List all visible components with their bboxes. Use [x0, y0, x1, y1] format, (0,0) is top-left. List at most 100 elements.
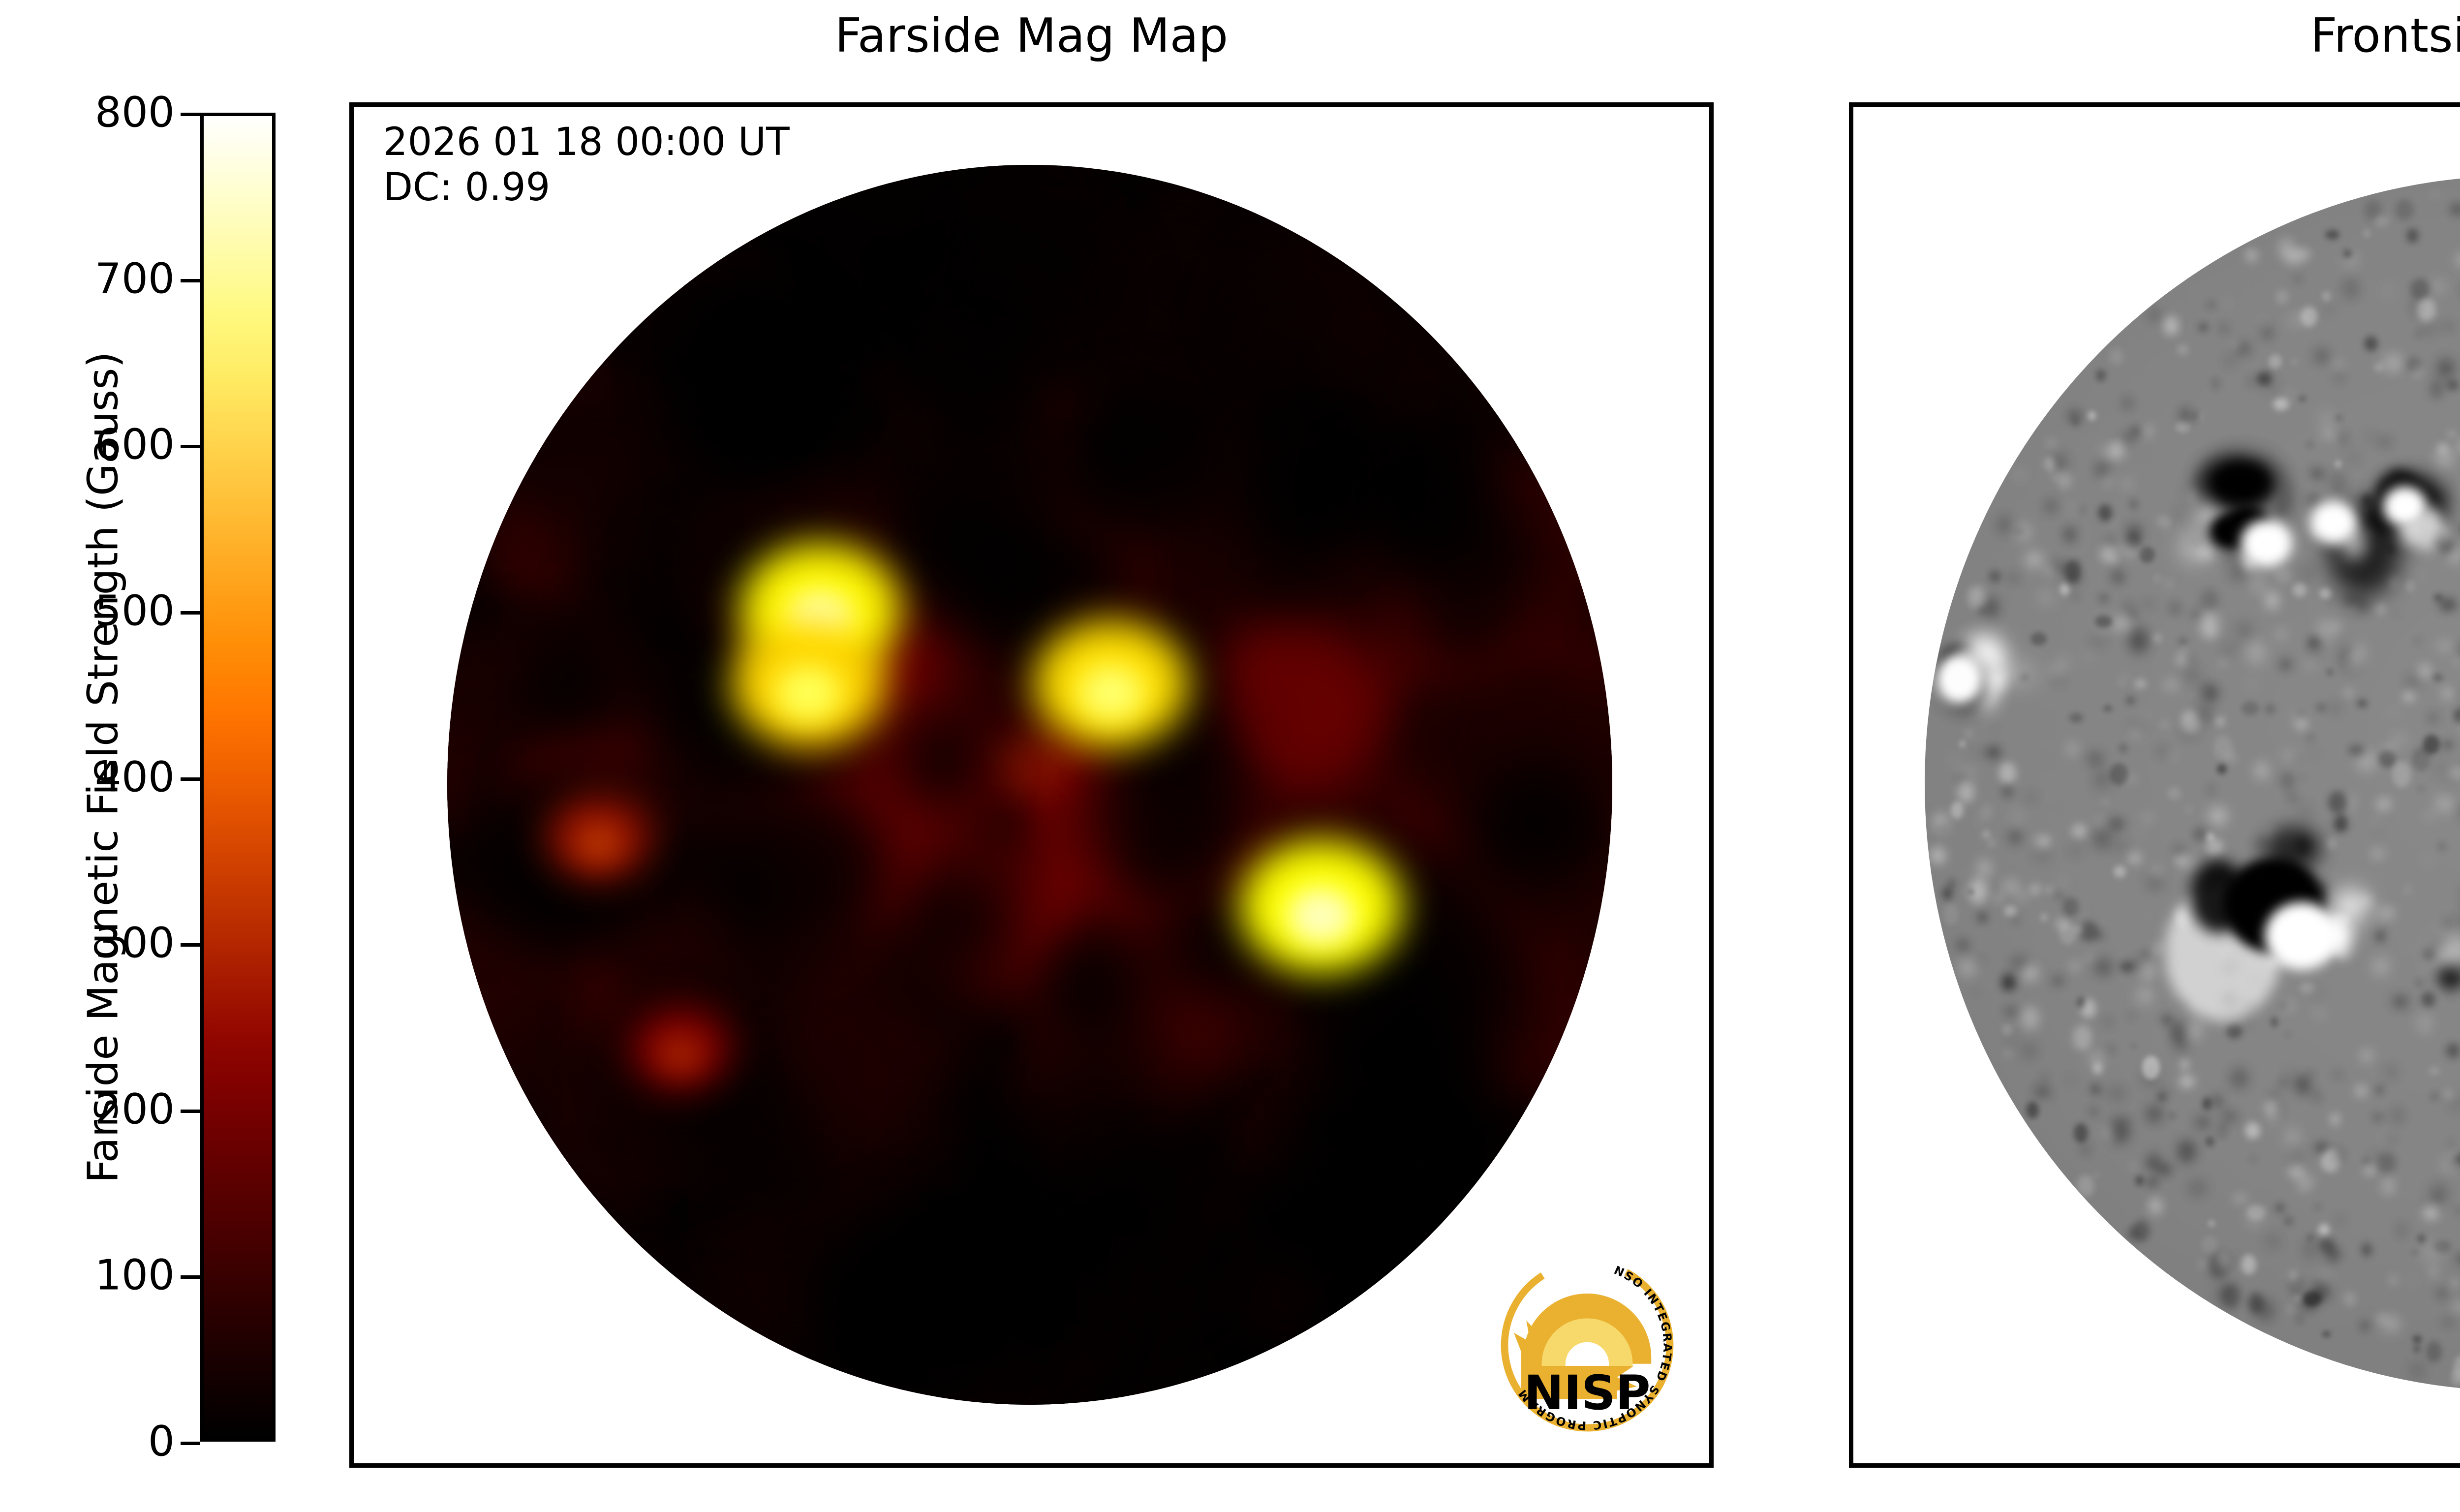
- frontside-network-element: [2428, 711, 2438, 724]
- frontside-network-element: [2357, 699, 2368, 707]
- frontside-network-element: [2183, 667, 2202, 684]
- frontside-network-element: [2015, 521, 2031, 534]
- frontside-network-element: [1957, 780, 1974, 803]
- frontside-network-element: [2079, 921, 2098, 942]
- frontside-network-element: [2342, 794, 2357, 811]
- frontside-network-element: [2301, 306, 2317, 327]
- frontside-network-element: [2325, 1245, 2341, 1263]
- frontside-network-element: [2127, 1012, 2136, 1020]
- frontside-network-element: [2217, 764, 2227, 774]
- frontside-network-element: [2336, 460, 2341, 467]
- frontside-network-element: [1975, 749, 1980, 755]
- frontside-network-element: [2333, 823, 2341, 830]
- frontside-network-element: [2093, 930, 2105, 941]
- colorbar-tick-label: 100: [94, 1251, 175, 1300]
- frontside-network-element: [2437, 443, 2449, 454]
- solar-disk-farside: [447, 165, 1612, 1405]
- frontside-network-element: [2263, 377, 2278, 392]
- frontside-network-element: [2167, 787, 2182, 800]
- frontside-network-element: [2080, 1142, 2091, 1156]
- frontside-network-element: [2436, 1287, 2448, 1300]
- frontside-network-element: [2245, 1122, 2260, 1139]
- frontside-network-element: [2145, 913, 2150, 917]
- frontside-network-element: [2231, 1256, 2237, 1262]
- frontside-network-element: [2300, 1295, 2318, 1311]
- frontside-network-element: [2318, 620, 2333, 639]
- frontside-network-element: [2292, 711, 2304, 721]
- frontside-network-element: [1982, 831, 1990, 838]
- frontside-network-element: [2284, 1000, 2295, 1013]
- frontside-network-element: [2132, 1220, 2151, 1242]
- frontside-network-element: [2046, 885, 2053, 894]
- frontside-network-element: [2456, 437, 2460, 455]
- frontside-network-element: [2450, 1279, 2460, 1287]
- frontside-network-element: [1986, 745, 2001, 760]
- frontside-network-element: [2216, 1285, 2234, 1304]
- frontside-network-element: [2132, 959, 2141, 970]
- frontside-network-element: [2344, 689, 2354, 696]
- frontside-network-element: [2412, 747, 2430, 772]
- frontside-network-element: [2193, 411, 2201, 421]
- frontside-network-element: [2455, 1365, 2460, 1371]
- frontside-network-element: [2267, 1235, 2279, 1247]
- frontside-network-element: [2320, 588, 2332, 599]
- frontside-network-element: [2026, 792, 2036, 802]
- frontside-network-element: [2169, 1021, 2187, 1043]
- frontside-network-element: [2443, 323, 2453, 330]
- frontside-network-element: [2445, 1043, 2460, 1059]
- frontside-network-element: [2415, 637, 2421, 645]
- frontside-network-element: [2201, 1261, 2207, 1268]
- frontside-network-element: [2431, 761, 2443, 772]
- frontside-network-element: [2230, 1068, 2248, 1089]
- frontside-network-element: [2321, 1149, 2340, 1172]
- frontside-network-element: [2419, 1199, 2424, 1205]
- frontside-network-element: [2317, 704, 2325, 711]
- frontside-network-element: [2122, 479, 2133, 488]
- frontside-network-element: [2319, 1237, 2335, 1253]
- frontside-network-element: [2143, 600, 2153, 608]
- frontside-network-element: [2433, 1240, 2451, 1253]
- frontside-network-element: [2294, 1075, 2311, 1096]
- frontside-network-element: [2054, 677, 2065, 685]
- frontside-network-element: [2408, 1279, 2417, 1285]
- frontside-network-element: [2419, 664, 2431, 679]
- frontside-network-element: [2063, 526, 2077, 543]
- frontside-network-element: [2247, 640, 2266, 666]
- frontside-network-element: [2139, 829, 2145, 835]
- frontside-network-element: [2247, 679, 2256, 688]
- frontside-network-element: [2071, 580, 2076, 585]
- frontside-network-element: [2177, 510, 2184, 519]
- frontside-network-element: [2405, 676, 2420, 686]
- frontside-network-element: [2162, 523, 2168, 527]
- colorbar-tick: [181, 1442, 200, 1445]
- frontside-network-element: [2381, 1133, 2389, 1141]
- frontside-network-element: [2177, 653, 2191, 666]
- frontside-network-element: [1977, 955, 1985, 966]
- frontside-network-element: [2094, 1173, 2099, 1177]
- frontside-network-element: [2103, 535, 2118, 552]
- frontside-network-element: [2041, 837, 2048, 846]
- frontside-network-element: [2305, 658, 2317, 670]
- frontside-network-element: [2425, 325, 2433, 334]
- frontside-network-element: [1977, 912, 1988, 923]
- frontside-network-element: [2010, 955, 2028, 971]
- frontside-network-element: [2343, 249, 2352, 258]
- frontside-network-element: [2107, 816, 2126, 832]
- panel-farside-mag-map[interactable]: 2026 01 18 00:00 UT DC: 0.99 NISP NSO IN…: [349, 102, 1714, 1468]
- frontside-network-element: [2130, 500, 2138, 509]
- frontside-network-element: [2415, 571, 2422, 578]
- colorbar-tick: [181, 278, 200, 282]
- frontside-network-element: [2390, 708, 2397, 716]
- panel-frontside-mag-map[interactable]: NISP NSO INTEGRATED SYNOPTIC PROGRAM: [1849, 102, 2460, 1468]
- frontside-plage-core: [2240, 519, 2292, 567]
- frontside-network-element: [2255, 762, 2268, 779]
- frontside-network-element: [2327, 840, 2335, 848]
- frontside-network-element: [2274, 568, 2292, 583]
- frontside-network-element: [2344, 593, 2354, 606]
- frontside-network-element: [2394, 613, 2399, 617]
- frontside-network-element: [2112, 558, 2118, 563]
- frontside-network-element: [2092, 636, 2104, 647]
- frontside-network-element: [2310, 647, 2320, 657]
- frontside-network-element: [2280, 772, 2296, 790]
- colorbar-gradient: [200, 113, 276, 1442]
